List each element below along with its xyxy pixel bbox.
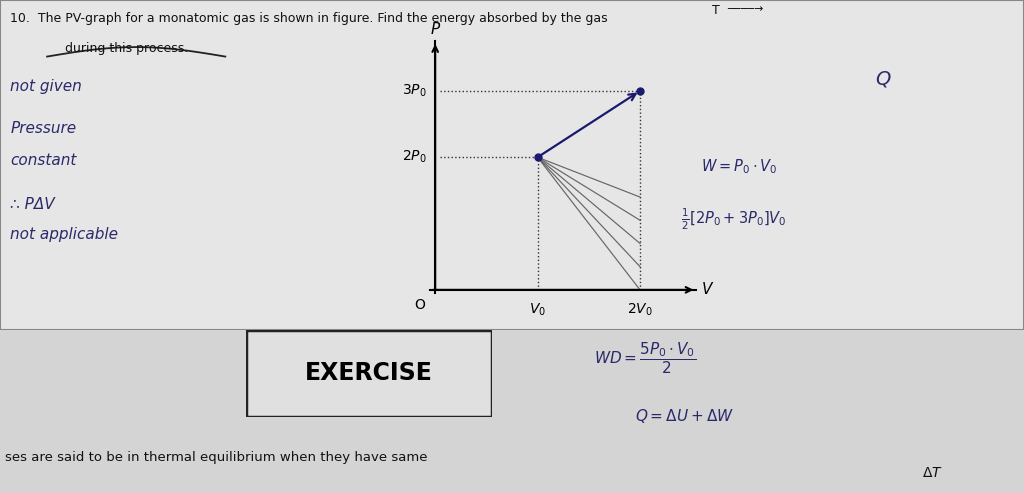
Text: constant: constant bbox=[10, 153, 77, 168]
Text: not applicable: not applicable bbox=[10, 227, 118, 242]
Text: Pressure: Pressure bbox=[10, 121, 77, 136]
Text: $V_0$: $V_0$ bbox=[529, 302, 546, 318]
Text: $\frac{1}{2}\left[2P_0+3P_0\right]V_0$: $\frac{1}{2}\left[2P_0+3P_0\right]V_0$ bbox=[681, 207, 786, 232]
Text: EXERCISE: EXERCISE bbox=[305, 361, 432, 386]
Text: $\Delta T$: $\Delta T$ bbox=[922, 466, 942, 480]
Text: Q: Q bbox=[876, 69, 891, 88]
Text: not given: not given bbox=[10, 79, 82, 94]
Text: $Q = \Delta U + \Delta W$: $Q = \Delta U + \Delta W$ bbox=[635, 407, 734, 425]
Text: $2V_0$: $2V_0$ bbox=[627, 302, 653, 318]
Text: ────→: ────→ bbox=[727, 4, 764, 14]
Text: during this process.: during this process. bbox=[41, 42, 188, 55]
Text: ses are said to be in thermal equilibrium when they have same: ses are said to be in thermal equilibriu… bbox=[5, 451, 428, 464]
Text: V: V bbox=[701, 282, 712, 297]
Text: $3P_0$: $3P_0$ bbox=[402, 83, 427, 99]
Text: T: T bbox=[712, 4, 720, 17]
Text: $2P_0$: $2P_0$ bbox=[402, 149, 427, 166]
Text: 10.  The PV-graph for a monatomic gas is shown in figure. Find the energy absorb: 10. The PV-graph for a monatomic gas is … bbox=[10, 12, 608, 25]
Text: P: P bbox=[430, 22, 440, 36]
Text: O: O bbox=[414, 298, 425, 312]
Text: $W = P_0 \cdot V_0$: $W = P_0 \cdot V_0$ bbox=[701, 158, 778, 176]
Text: ∴ PΔV: ∴ PΔV bbox=[10, 197, 55, 212]
Text: $WD = \dfrac{5P_0 \cdot V_0}{2}$: $WD = \dfrac{5P_0 \cdot V_0}{2}$ bbox=[594, 340, 696, 376]
